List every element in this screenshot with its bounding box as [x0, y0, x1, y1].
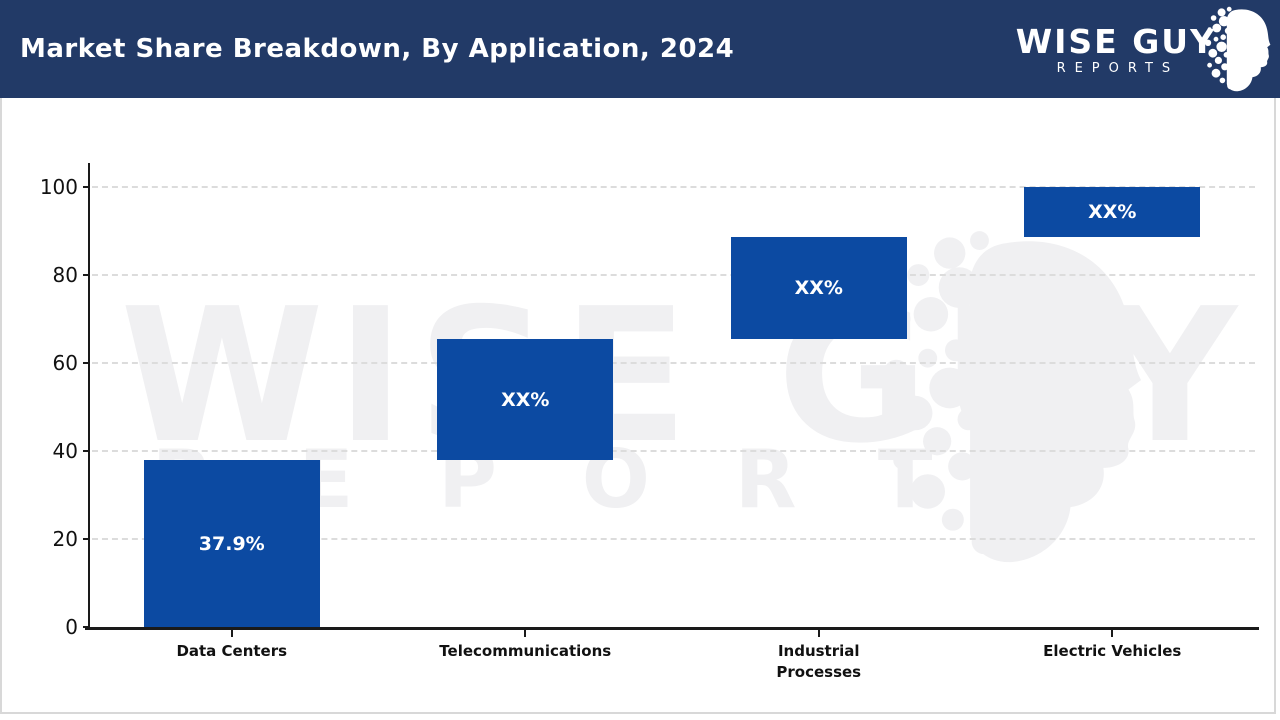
gridline-60: [92, 362, 1255, 364]
bar-electric-vehicles: XX%: [1024, 187, 1201, 238]
bar-value-label: XX%: [1088, 201, 1137, 224]
header-bar: Market Share Breakdown, By Application, …: [0, 0, 1280, 98]
plot: 0 20 40 60 80 100 37.9% XX% XX% XX% Data Centers Te…: [2, 98, 1274, 712]
bar-value-label: XX%: [794, 277, 843, 300]
y-tick-80: [83, 274, 90, 276]
x-tick-0: [230, 630, 233, 637]
bar-telecommunications: XX%: [437, 339, 614, 461]
category-label-data-centers: Data Centers: [176, 642, 288, 660]
y-tick-label-60: 60: [52, 351, 78, 375]
logo-wordmark: WISE GUY: [1015, 21, 1216, 61]
category-label-electric-vehicles: Electric Vehicles: [1043, 642, 1182, 660]
y-tick-60: [83, 362, 90, 364]
y-tick-label-0: 0: [65, 615, 78, 639]
y-tick-40: [83, 450, 90, 452]
logo-face-icon: [1204, 6, 1271, 92]
x-axis: [85, 627, 1259, 630]
chart-title: Market Share Breakdown, By Application, …: [20, 34, 735, 64]
y-tick-label-40: 40: [52, 439, 78, 463]
category-label-telecommunications: Telecommunications: [439, 642, 612, 660]
gridline-40: [92, 450, 1255, 452]
y-tick-20: [83, 538, 90, 540]
gridline-80: [92, 274, 1255, 276]
y-tick-label-80: 80: [52, 263, 78, 287]
y-tick-100: [83, 186, 90, 188]
y-tick-label-20: 20: [52, 527, 78, 551]
x-tick-3: [1111, 630, 1114, 637]
x-tick-1: [524, 630, 527, 637]
category-label-industrial-processes: Industrial Processes: [776, 642, 862, 681]
gridline-100: [92, 186, 1255, 188]
wiseguy-logo: WISE GUY REPORTS: [1016, 4, 1274, 96]
bar-value-label: XX%: [501, 388, 550, 411]
bar-value-label: 37.9%: [198, 532, 265, 555]
gridline-20: [92, 538, 1255, 540]
logo-subtext: REPORTS: [1056, 60, 1180, 76]
y-axis: [88, 163, 90, 629]
bar-industrial-processes: XX%: [730, 237, 907, 340]
y-tick-label-100: 100: [39, 175, 78, 199]
bar-data-centers: 37.9%: [143, 460, 320, 627]
chart-area: WISE GUY REPORTS 0 20 40 60 80 100 37.9% XX% XX%…: [0, 98, 1276, 714]
x-tick-2: [817, 630, 820, 637]
